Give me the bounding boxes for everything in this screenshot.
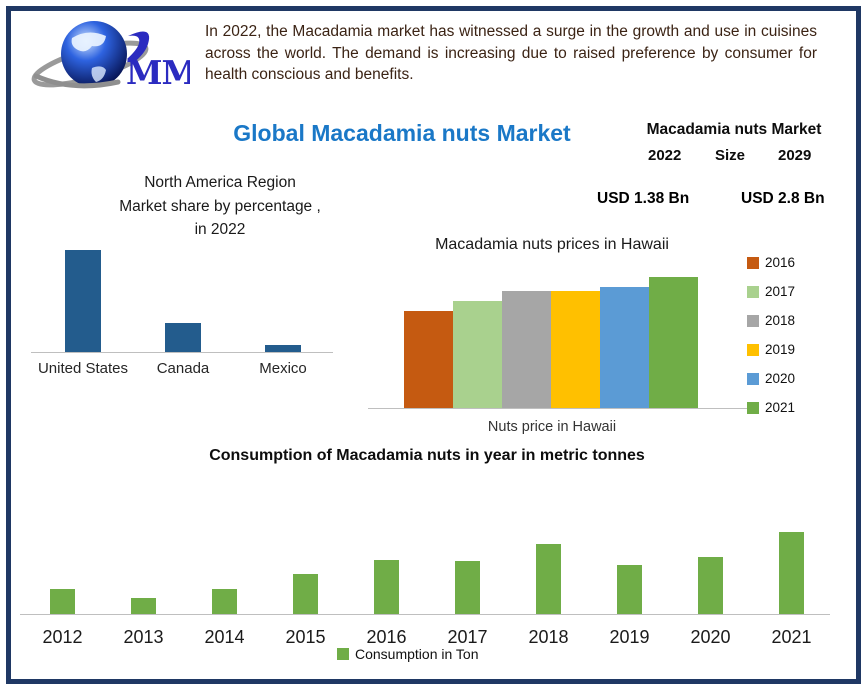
hawaii-prices-legend-item-2019: 2019 xyxy=(747,342,795,357)
mmr-logo-graphic: MMR xyxy=(31,21,226,92)
hawaii-prices-legend-label-2021: 2021 xyxy=(765,400,796,415)
consumption-bar-2015 xyxy=(293,574,318,614)
north-america-title-line-2: Market share by percentage , xyxy=(119,197,321,215)
hawaii-prices-legend-swatch-2019 xyxy=(747,343,759,356)
consumption-label-2016: 2016 xyxy=(366,627,407,647)
consumption-label-2012: 2012 xyxy=(42,627,83,647)
logo-brand-text: MMR xyxy=(126,53,190,92)
consumption-bar-2021 xyxy=(779,532,804,614)
consumption-bar-2014 xyxy=(212,589,237,614)
consumption-label-2013: 2013 xyxy=(123,627,164,647)
north-america-chart-title: North America Region Market share by per… xyxy=(70,171,370,242)
hawaii-x-axis-label: Nuts price in Hawaii xyxy=(487,419,617,435)
hawaii-prices-legend-item-2017: 2017 xyxy=(747,284,795,299)
hawaii-bar-plot xyxy=(404,277,698,408)
logo-continent-shape-2 xyxy=(91,66,106,82)
consumption-bar-plot xyxy=(22,532,832,614)
north-america-share-label-United States: United States xyxy=(37,360,129,377)
north-america-share-bar-United States xyxy=(65,250,101,352)
consumption-x-axis xyxy=(20,614,830,615)
logo-continent-shape xyxy=(71,32,106,52)
consumption-bar-2016 xyxy=(374,560,399,614)
hawaii-prices-bar-2021 xyxy=(649,277,698,408)
consumption-legend: Consumption in Ton xyxy=(337,645,479,662)
consumption-chart-title: Consumption of Macadamia nuts in year in… xyxy=(209,447,645,464)
market-size-value-2022: USD 1.38 Bn xyxy=(597,190,690,207)
consumption-label-2017: 2017 xyxy=(447,627,488,647)
market-size-heading: Macadamia nuts Market xyxy=(646,121,822,138)
consumption-bar-2019 xyxy=(617,565,642,614)
hawaii-prices-legend-swatch-2017 xyxy=(747,285,759,298)
market-size-year-start: 2022 xyxy=(648,147,682,164)
hawaii-prices-bar-2018 xyxy=(502,291,551,408)
consumption-label-2021: 2021 xyxy=(771,627,812,647)
page-title: Global Macadamia nuts Market xyxy=(233,120,571,146)
consumption-label-2018: 2018 xyxy=(528,627,569,647)
outer-border xyxy=(6,6,861,684)
hawaii-prices-legend-label-2016: 2016 xyxy=(765,255,796,270)
hawaii-prices-legend-item-2016: 2016 xyxy=(747,255,795,270)
hawaii-prices-legend-label-2017: 2017 xyxy=(765,284,796,299)
consumption-legend-swatch xyxy=(337,647,349,660)
logo-two-swoosh xyxy=(127,31,150,64)
north-america-share-label-Canada: Canada xyxy=(156,360,210,377)
mmr-logo: MMR xyxy=(30,12,226,100)
hawaii-prices-legend-swatch-2020 xyxy=(747,372,759,385)
hawaii-prices-legend-swatch-2021 xyxy=(747,401,759,414)
north-america-title-line-1: North America Region xyxy=(144,174,296,191)
market-size-size-word: Size xyxy=(715,147,746,164)
hawaii-chart-title: Macadamia nuts prices in Hawaii xyxy=(435,236,669,253)
north-america-share-label-Mexico: Mexico xyxy=(259,360,307,377)
hawaii-prices-legend-label-2018: 2018 xyxy=(765,313,796,328)
market-size-year-end: 2029 xyxy=(778,147,812,164)
hawaii-prices-legend-item-2020: 2020 xyxy=(747,371,795,386)
hawaii-prices-bar-2016 xyxy=(404,311,453,408)
hawaii-prices-legend-item-2018: 2018 xyxy=(747,313,795,328)
consumption-label-2014: 2014 xyxy=(204,627,245,647)
consumption-label-2020: 2020 xyxy=(690,627,731,647)
intro-paragraph: In 2022, the Macadamia market has witnes… xyxy=(205,23,817,83)
consumption-bar-2020 xyxy=(698,557,723,614)
consumption-label-2015: 2015 xyxy=(285,627,326,647)
hawaii-legend: 2016 2017 2018 2019 2020 2021 xyxy=(747,255,795,415)
hawaii-prices-legend-item-2021: 2021 xyxy=(747,400,795,415)
consumption-bar-2012 xyxy=(50,589,75,614)
consumption-bar-2018 xyxy=(536,544,561,614)
market-size-value-2029: USD 2.8 Bn xyxy=(741,190,825,207)
hawaii-prices-legend-label-2020: 2020 xyxy=(765,371,796,386)
hawaii-prices-bar-2020 xyxy=(600,287,649,408)
hawaii-prices-bar-2019 xyxy=(551,291,600,408)
consumption-label-2019: 2019 xyxy=(609,627,650,647)
consumption-bar-2017 xyxy=(455,561,480,614)
hawaii-prices-legend-swatch-2016 xyxy=(747,256,759,269)
consumption-bar-2013 xyxy=(131,598,156,614)
north-america-category-labels: United States Canada Mexico xyxy=(33,360,333,377)
north-america-share-bar-Mexico xyxy=(265,345,301,352)
hawaii-x-axis xyxy=(368,408,748,409)
market-size-values-row: USD 1.38 Bn USD 2.8 Bn xyxy=(0,190,867,212)
north-america-share-bar-Canada xyxy=(165,323,201,352)
hawaii-prices-legend-swatch-2018 xyxy=(747,314,759,327)
hawaii-prices-bar-2017 xyxy=(453,301,502,408)
market-size-years-row: 2022 Size 2029 xyxy=(620,147,848,169)
consumption-category-labels: 2012 2013 2014 2015 2016 2017 2018 2019 2020 2021 xyxy=(22,627,832,648)
north-america-x-axis xyxy=(31,352,333,353)
logo-swoosh-front xyxy=(33,73,121,89)
hawaii-prices-legend-label-2019: 2019 xyxy=(765,342,796,357)
north-america-bar-plot xyxy=(33,242,333,352)
north-america-title-line-3: in 2022 xyxy=(194,221,246,238)
consumption-legend-label: Consumption in Ton xyxy=(355,645,479,662)
